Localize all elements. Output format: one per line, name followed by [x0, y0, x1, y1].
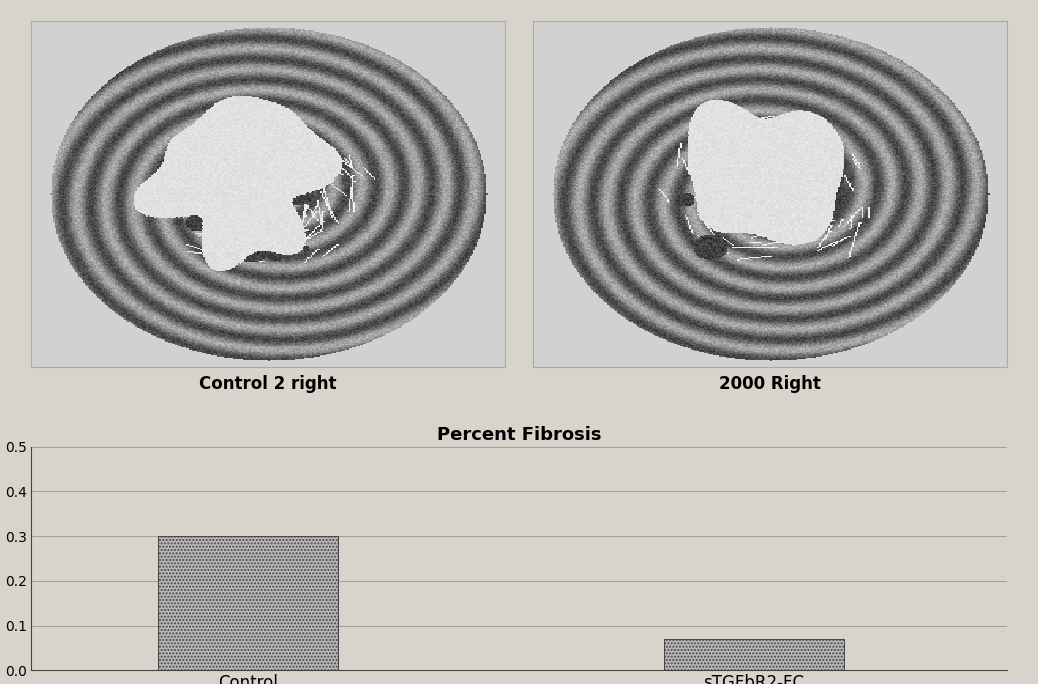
Title: Percent Fibrosis: Percent Fibrosis [437, 426, 601, 444]
Bar [158, 536, 338, 670]
X-axis label: Control 2 right: Control 2 right [199, 376, 336, 393]
X-axis label: 2000 Right: 2000 Right [719, 376, 821, 393]
Bar [663, 639, 844, 670]
